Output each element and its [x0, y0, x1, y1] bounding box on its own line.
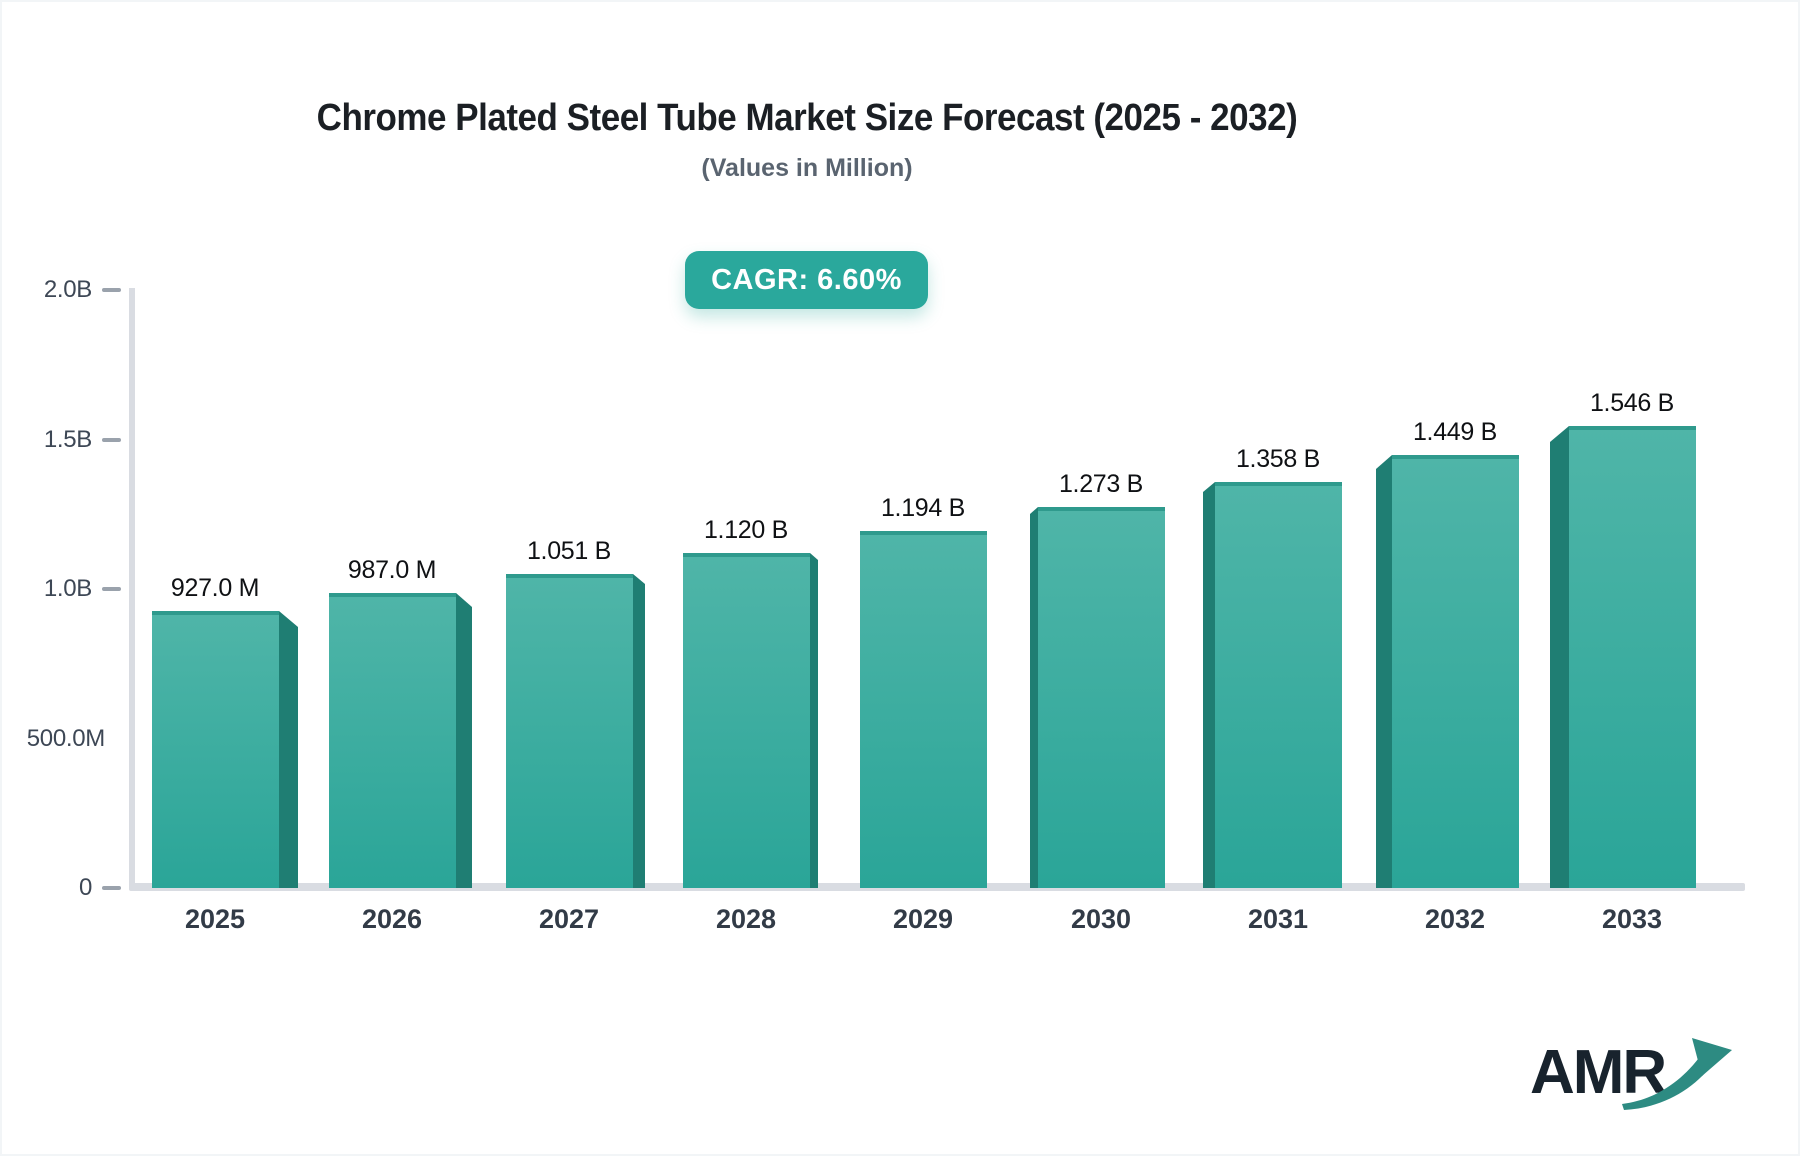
x-axis-label-2028: 2028 — [715, 904, 777, 934]
growth-arrow-icon — [1622, 1038, 1732, 1110]
bar-value-label: 1.546 B — [1589, 389, 1675, 417]
bar-value-label: 1.358 B — [1235, 445, 1321, 473]
bar-side-face-2028 — [810, 553, 818, 888]
bar-value-label: 1.449 B — [1412, 418, 1498, 446]
x-axis-label-2027: 2027 — [538, 904, 600, 934]
y-axis-tick-dash — [102, 288, 121, 292]
x-axis-label-2025: 2025 — [184, 904, 246, 934]
bar-value-label: 987.0 M — [347, 556, 437, 584]
y-axis-tick-dash — [102, 587, 121, 591]
bar-value-label: 1.120 B — [703, 516, 789, 544]
bar-value-label: 927.0 M — [170, 574, 260, 602]
y-axis-tick-label: 500.0M — [26, 725, 106, 752]
y-axis-tick-label: 1.5B — [43, 426, 92, 453]
bar-2027 — [506, 574, 633, 888]
y-axis-tick-label: 1.0B — [43, 575, 92, 602]
cagr-badge-label: CAGR: 6.60% — [711, 263, 902, 296]
bar-side-face-2033 — [1550, 426, 1569, 888]
y-axis-line — [129, 288, 135, 888]
bar-2025 — [152, 611, 279, 888]
x-axis-label-2033: 2033 — [1601, 904, 1663, 934]
bar-side-face-2031 — [1203, 482, 1215, 888]
chart-subtitle: (Values in Million) — [701, 154, 913, 182]
x-axis-label-2029: 2029 — [892, 904, 954, 934]
bar-2028 — [683, 553, 810, 888]
cagr-badge: CAGR: 6.60% — [685, 251, 928, 309]
x-axis-label-2030: 2030 — [1070, 904, 1132, 934]
y-axis-tick-dash — [102, 438, 121, 442]
x-axis-label-2031: 2031 — [1247, 904, 1309, 934]
y-axis-tick-label: 2.0B — [43, 276, 92, 303]
x-axis-label-2032: 2032 — [1424, 904, 1486, 934]
bar-side-face-2032 — [1376, 455, 1392, 888]
bar-2030 — [1038, 507, 1165, 888]
bar-value-label: 1.194 B — [880, 494, 966, 522]
bar-2032 — [1392, 455, 1519, 888]
bar-value-label: 1.273 B — [1058, 470, 1144, 498]
bar-2031 — [1215, 482, 1342, 888]
bar-side-face-2025 — [279, 611, 298, 888]
chart-title: Chrome Plated Steel Tube Market Size For… — [316, 97, 1298, 139]
bar-2033 — [1569, 426, 1696, 888]
y-axis-tick-label: 0 — [78, 874, 92, 901]
y-axis-tick-dash — [102, 886, 121, 890]
amr-logo-text: AMR — [1530, 1038, 1667, 1107]
bar-value-label: 1.051 B — [526, 537, 612, 565]
bar-2026 — [329, 593, 456, 888]
bar-side-face-2027 — [633, 574, 645, 888]
amr-logo: AMR — [1530, 1034, 1732, 1124]
x-axis-label-2026: 2026 — [361, 904, 423, 934]
bar-2029 — [860, 531, 987, 888]
bar-side-face-2030 — [1030, 507, 1038, 888]
bar-side-face-2026 — [456, 593, 472, 888]
